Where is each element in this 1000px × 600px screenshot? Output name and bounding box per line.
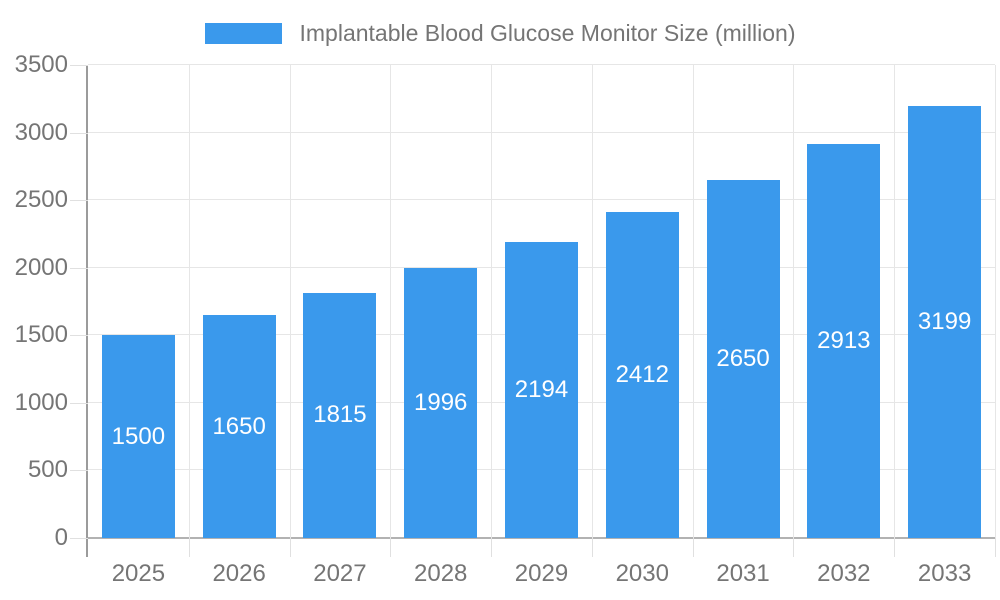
x-axis-label: 2026	[212, 560, 266, 587]
y-axis-label: 2000	[14, 253, 68, 281]
bar-value-label: 2650	[716, 344, 770, 372]
y-axis-line	[86, 65, 88, 557]
x-axis-label: 2028	[414, 560, 468, 587]
bar-value-label: 1996	[414, 389, 468, 417]
bar-value-label: 1815	[313, 401, 367, 429]
x-axis-tick	[188, 538, 190, 557]
y-axis-label: 1500	[14, 321, 68, 349]
chart-legend: Implantable Blood Glucose Monitor Size (…	[0, 18, 1000, 48]
y-axis-label: 3000	[14, 118, 68, 146]
gridline-vertical	[692, 65, 694, 538]
bar-2025: 1500	[101, 335, 175, 538]
y-axis-tick	[70, 335, 88, 337]
x-axis-label: 2033	[917, 560, 972, 587]
x-axis-tick	[793, 538, 795, 557]
bar-value-label: 2194	[514, 375, 569, 403]
gridline-vertical	[289, 65, 291, 538]
y-axis-tick	[70, 470, 88, 472]
bar-value-label: 1650	[212, 412, 266, 440]
plot-area: 1500 1650 1815 1996 2194 2412 2650 2913 3199	[88, 64, 996, 538]
x-axis-tick	[289, 538, 291, 557]
y-axis-label: 0	[54, 524, 68, 551]
bar-value-label: 3199	[917, 307, 972, 335]
legend-label: Implantable Blood Glucose Monitor Size (…	[299, 19, 796, 46]
y-axis-label: 3500	[14, 51, 68, 78]
gridline-vertical	[894, 65, 896, 538]
bar-2028: 1996	[404, 268, 478, 538]
gridline-horizontal	[88, 199, 995, 201]
y-axis-label: 500	[27, 456, 68, 484]
y-axis-label: 1000	[14, 388, 68, 416]
y-axis-tick	[70, 65, 88, 66]
bar-value-label: 2913	[817, 327, 871, 355]
x-axis-tick	[491, 538, 493, 557]
x-axis-label: 2032	[817, 560, 871, 587]
bar-value-label: 1500	[111, 422, 166, 450]
bar-2027: 1815	[303, 292, 377, 538]
x-axis-label: 2030	[615, 560, 669, 587]
x-axis-tick	[692, 538, 694, 557]
x-axis-label: 2027	[313, 560, 367, 587]
gridline-vertical	[995, 65, 996, 538]
gridline-vertical	[188, 65, 190, 538]
x-axis-tick	[591, 538, 593, 557]
gridline-vertical	[491, 65, 493, 538]
gridline-horizontal	[88, 131, 995, 133]
bar-2029: 2194	[505, 241, 578, 538]
bar-2031: 2650	[706, 179, 780, 538]
gridline-horizontal	[88, 64, 995, 65]
x-axis-tick	[894, 538, 896, 557]
y-axis-tick	[70, 402, 88, 404]
bar-value-label: 2412	[615, 361, 669, 389]
bar-2026: 1650	[202, 315, 276, 538]
legend-swatch	[204, 22, 282, 44]
y-axis-tick	[70, 132, 88, 134]
y-axis-tick	[70, 538, 88, 539]
y-axis-label: 2500	[14, 186, 68, 214]
gridline-vertical	[390, 65, 392, 538]
gridline-vertical	[591, 65, 593, 538]
bar-2032: 2913	[807, 144, 881, 538]
x-axis-tick	[390, 538, 392, 557]
y-axis-tick	[70, 267, 88, 269]
gridline-vertical	[793, 65, 795, 538]
x-axis-label: 2031	[716, 560, 770, 587]
x-axis-label: 2025	[111, 560, 166, 587]
x-axis-line	[88, 537, 995, 539]
bar-2030: 2412	[605, 212, 679, 538]
x-axis-tick	[995, 538, 996, 557]
y-axis-tick	[70, 200, 88, 202]
bar-2033: 3199	[908, 105, 982, 538]
x-axis-label: 2029	[514, 560, 569, 587]
